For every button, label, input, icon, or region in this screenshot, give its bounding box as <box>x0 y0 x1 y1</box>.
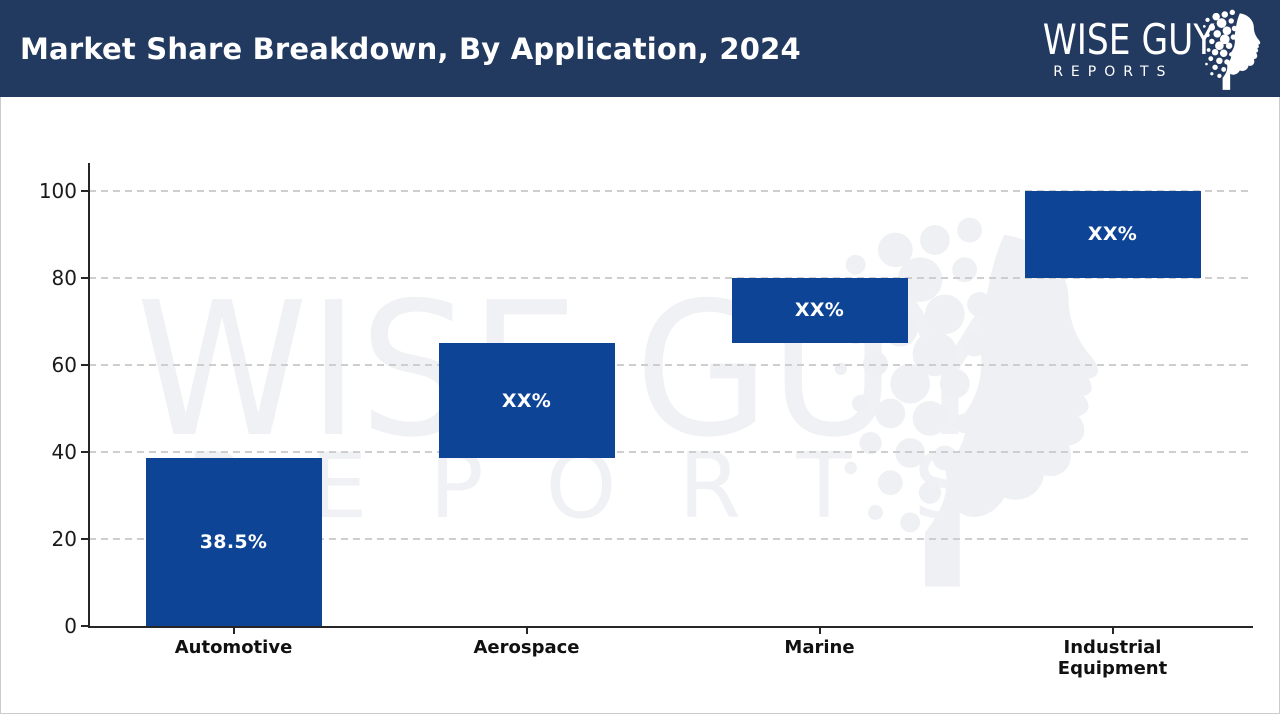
x-category-label-aerospace: Aerospace <box>473 637 580 658</box>
bar-value-label: 38.5% <box>199 531 268 554</box>
x-tick-marine <box>818 628 821 634</box>
brand-name: WISE GUY <box>1042 15 1214 64</box>
bar-industrial-equipment: XX% <box>1024 190 1201 278</box>
x-tick-industrial-equipment <box>1111 628 1114 634</box>
y-tick-0 <box>81 625 88 627</box>
bar-value-label: XX% <box>1087 223 1138 246</box>
x-category-label-automotive: Automotive <box>174 637 293 658</box>
y-axis-line <box>88 163 90 628</box>
gridline-100 <box>89 189 1253 192</box>
gridline-80 <box>89 276 1253 279</box>
y-tick-label-40: 40 <box>51 439 77 464</box>
y-tick-100 <box>81 189 88 192</box>
brand-logo: WISE GUY REPORTS <box>1005 9 1270 90</box>
bar-automotive: 38.5% <box>145 458 322 626</box>
page-title: Market Share Breakdown, By Application, … <box>20 31 801 66</box>
y-tick-label-60: 60 <box>51 352 77 377</box>
header: Market Share Breakdown, By Application, … <box>0 0 1280 97</box>
x-tick-aerospace <box>525 628 528 634</box>
gridline-20 <box>89 537 1253 540</box>
chart-area: WISE GUY REPORTS 0 20 40 60 80 100 38.5% Automo… <box>0 97 1280 714</box>
x-category-label-marine: Marine <box>784 637 855 658</box>
x-category-label-industrial-equipment: Industrial Equipment <box>1057 637 1168 679</box>
brand-subtitle: REPORTS <box>1053 64 1174 80</box>
y-tick-40 <box>81 450 88 453</box>
bar-value-label: XX% <box>794 299 845 322</box>
bar-marine: XX% <box>731 277 908 344</box>
y-tick-label-20: 20 <box>51 526 77 551</box>
y-tick-label-80: 80 <box>51 265 77 290</box>
y-tick-label-0: 0 <box>64 614 77 638</box>
brand-logo-text: WISE GUY REPORTS <box>1005 15 1214 81</box>
gridline-40 <box>89 450 1253 453</box>
gridline-60 <box>89 363 1253 366</box>
y-tick-80 <box>81 276 88 279</box>
y-tick-20 <box>81 537 88 540</box>
y-tick-label-100: 100 <box>38 178 77 203</box>
y-tick-60 <box>81 363 88 366</box>
x-tick-automotive <box>232 628 235 634</box>
x-axis-line <box>88 626 1253 628</box>
bar-aerospace: XX% <box>438 343 615 459</box>
bar-value-label: XX% <box>501 389 552 412</box>
